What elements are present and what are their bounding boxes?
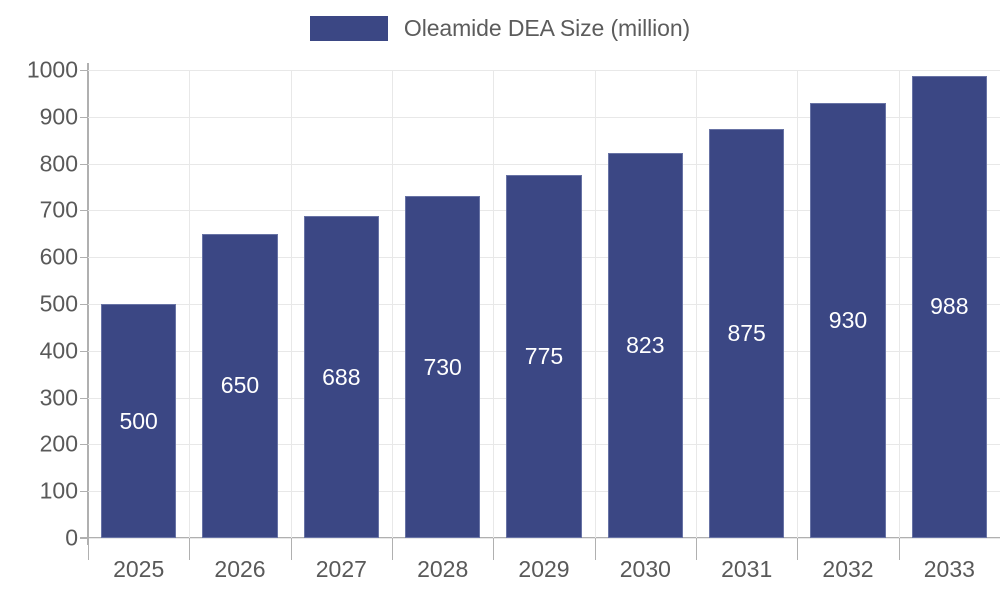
horizontal-gridline [88,70,1000,71]
y-tick-label: 400 [39,337,78,364]
y-tick-label: 0 [65,524,78,551]
x-tick-label: 2027 [315,556,367,582]
vertical-gridline [696,70,697,538]
vertical-gridline [291,70,292,538]
x-tick-mark [797,538,798,560]
bar-2026[interactable]: 650 [202,233,278,538]
horizontal-gridline [88,538,1000,539]
vertical-gridline [899,70,900,538]
y-tick-mark [80,350,88,352]
legend-label: Oleamide DEA Size (million) [403,14,691,41]
y-tick-label: 1000 [26,56,78,83]
x-tick-mark [595,538,596,560]
x-tick-mark [189,538,190,560]
bar-value-label: 823 [626,331,665,358]
y-tick-mark [80,444,88,446]
legend-swatch-icon [309,15,388,41]
y-tick-label: 600 [39,243,78,270]
x-tick-label: 2033 [923,556,975,582]
y-tick-mark [80,116,88,118]
horizontal-gridline [88,163,1000,165]
horizontal-gridline [88,116,1000,118]
bar-value-label: 775 [524,343,564,370]
bar-2032[interactable]: 930 [810,102,886,538]
y-tick-mark [80,397,88,399]
y-axis-labels: 0 100 200 300 400 500 600 700 800 900 1000 [0,58,78,549]
bar-value-label: 930 [828,306,868,333]
x-tick-label: 2032 [822,556,874,582]
bar-value-label: 730 [423,353,462,380]
y-tick-label: 800 [39,150,78,177]
x-tick-mark [696,538,697,560]
y-tick-label: 900 [39,103,78,130]
x-tick-mark [899,538,900,560]
bar-value-label: 988 [930,293,969,320]
bar-2033[interactable]: 988 [911,75,988,538]
x-tick-mark [392,538,393,560]
bar-2028[interactable]: 730 [404,196,481,538]
y-tick-mark [80,304,88,305]
x-axis-labels: 2025 2026 2027 2028 2029 2030 2031 2032 2033 [88,558,1000,594]
y-tick-mark [80,163,88,165]
bar-value-label: 650 [220,372,260,399]
bar-2029[interactable]: 775 [506,175,582,538]
x-tick-label: 2025 [113,556,165,582]
x-tick-label: 2030 [619,556,671,582]
vertical-gridline [189,70,190,538]
x-tick-mark [88,538,89,560]
y-tick-label: 300 [39,384,78,411]
x-tick-label: 2031 [721,556,773,582]
bar-value-label: 688 [322,363,361,390]
y-tick-mark [80,210,88,212]
chart-legend: Oleamide DEA Size (million) [0,12,1000,44]
y-tick-label: 500 [39,290,78,317]
bar-2031[interactable]: 875 [708,128,785,538]
vertical-gridline [595,70,596,538]
plot-area: 500 650 688 730 775 823 875 930 988 [80,70,1000,560]
y-tick-mark [80,491,88,493]
y-tick-mark [80,70,88,71]
x-tick-mark [291,538,292,560]
y-tick-label: 700 [39,196,78,223]
vertical-gridline [392,70,393,538]
y-tick-label: 200 [39,430,78,457]
bar-2025[interactable]: 500 [100,304,177,538]
y-tick-mark [80,538,88,539]
x-tick-label: 2026 [214,556,266,582]
vertical-gridline [797,70,798,538]
vertical-gridline [493,70,494,538]
y-tick-mark [80,257,88,259]
x-tick-label: 2028 [417,556,469,582]
bar-2027[interactable]: 688 [303,216,380,538]
bar-value-label: 875 [727,319,766,346]
bar-2030[interactable]: 823 [607,152,684,538]
x-tick-mark [493,538,494,560]
y-tick-label: 100 [39,477,78,504]
bar-value-label: 500 [119,407,158,434]
x-tick-label: 2029 [518,556,570,582]
